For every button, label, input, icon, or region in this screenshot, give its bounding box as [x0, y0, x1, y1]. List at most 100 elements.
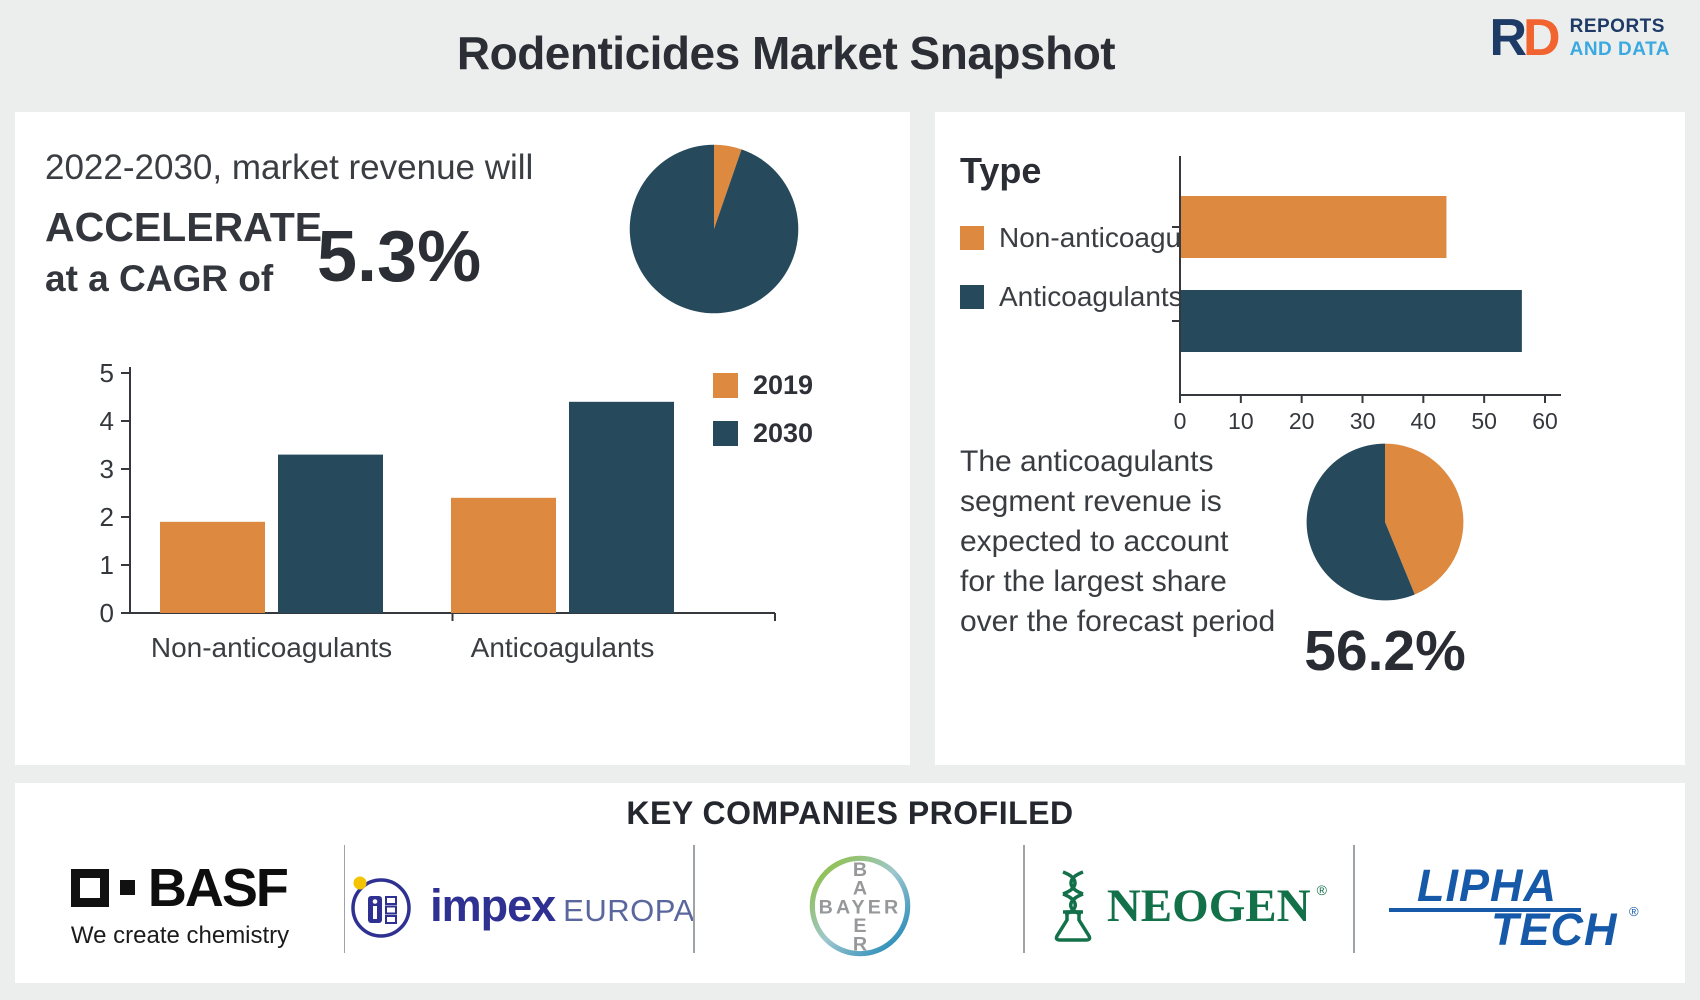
legend-item-anticoagulants: Anticoagulants: [960, 281, 1240, 313]
bayer-vertical-letter: E: [853, 915, 866, 937]
bayer-vertical-letter: R: [853, 934, 867, 956]
pie-slice-remainder: [629, 144, 799, 314]
rd-logo-mark: R D: [1489, 12, 1560, 64]
impex-region-text: EUROPA: [563, 893, 695, 928]
legend-swatch-2030: [713, 421, 738, 446]
bar-chart-legend: 2019 2030: [713, 370, 813, 449]
legend-swatch-anticoagulants: [960, 285, 984, 309]
key-companies-heading: KEY COMPANIES PROFILED: [626, 795, 1074, 831]
bar-2019-non-anticoagulants: [160, 521, 265, 613]
liphatech-registered-mark: ®: [1628, 904, 1639, 919]
impex-ring: [351, 878, 411, 938]
share-pie-chart: [1306, 443, 1464, 601]
x-tick-label: 30: [1350, 408, 1376, 434]
y-tick-label: 1: [100, 550, 114, 580]
neogen-wordmark: NEOGEN: [1106, 880, 1311, 932]
impex-circle-icon: [351, 876, 411, 938]
impex-box-2: [385, 905, 398, 915]
basf-logo: BASF We create chemistry: [15, 841, 346, 971]
x-tick-label: 10: [1228, 408, 1254, 434]
impex-text: impex EUROPA: [430, 880, 695, 932]
logo-wordmark: REPORTS AND DATA: [1570, 15, 1670, 61]
x-tick-label: 60: [1532, 408, 1558, 434]
bayer-logo: BAYER B A E R: [695, 841, 1025, 971]
share-value: 56.2%: [1304, 619, 1466, 683]
category-label: Anticoagulants: [471, 632, 655, 663]
liphatech-logo: LIPHA TECH ®: [1355, 841, 1685, 971]
legend-label-2030: 2030: [753, 418, 814, 448]
neogen-logo: NEOGEN ®: [1025, 841, 1355, 971]
bar-2030-anticoagulants: [569, 401, 674, 613]
impex-box-1: [385, 896, 398, 905]
y-tick-label: 3: [100, 454, 114, 484]
basf-logo-block: BASF We create chemistry: [70, 857, 290, 950]
cagr-value: 5.3%: [317, 217, 482, 297]
x-tick-label: 0: [1174, 408, 1187, 434]
cagr-panel: 2022-2030, market revenue will ACCELERAT…: [15, 112, 910, 765]
category-label: Non-anticoagulants: [151, 632, 392, 663]
logo-letter-r: R: [1489, 9, 1528, 67]
revenue-statement-line1: 2022-2030, market revenue will: [45, 148, 534, 187]
key-companies-panel: KEY COMPANIES PROFILED BASF We create ch…: [15, 783, 1685, 983]
neogen-dna-strand-1: [1062, 870, 1077, 896]
impex-logo-block: impex EUROPA: [345, 870, 695, 942]
logo-text-and-data: AND DATA: [1569, 39, 1670, 60]
neogen-logo-block: NEOGEN ®: [1053, 868, 1327, 944]
logo-letter-d: D: [1523, 9, 1561, 67]
bayer-vertical-letter: A: [853, 878, 867, 900]
x-tick-label: 20: [1289, 408, 1315, 434]
accelerate-text: ACCELERATE: [45, 204, 323, 250]
y-tick-label: 4: [100, 406, 114, 436]
neogen-dna-strand-2: [1069, 870, 1084, 896]
impex-i-stem: [373, 906, 378, 919]
cagr-label: at a CAGR of: [45, 258, 274, 299]
company-logos-row: BASF We create chemistry impex: [15, 841, 1685, 971]
legend-swatch-non-anticoagulants: [960, 226, 984, 250]
legend-label-2019: 2019: [753, 370, 814, 400]
impex-yellow-dot: [353, 876, 367, 890]
y-tick-label: 2: [100, 502, 114, 532]
hbar-non-anticoagulants: [1180, 196, 1447, 258]
pie-slice-anticoagulants: [1306, 443, 1415, 601]
legend-swatch-2019: [713, 373, 738, 398]
type-heading: Type: [960, 150, 1042, 191]
pie-slice-non-anticoagulants: [1385, 443, 1464, 595]
type-share-bar-chart: 0 10 20 30 40 50 60: [1172, 156, 1561, 434]
hbar-anticoagulants: [1180, 290, 1522, 352]
impex-europa-logo: impex EUROPA: [345, 841, 695, 971]
bar-2019-anticoagulants: [451, 497, 556, 613]
basf-small-square-icon: [119, 880, 135, 895]
x-tick-label: 40: [1411, 408, 1437, 434]
impex-i-dot: [372, 899, 378, 904]
type-panel: Type Non-anticoagulants Anticoagulants 0…: [935, 112, 1685, 765]
lipha-wordmark: LIPHA: [1416, 860, 1557, 911]
basf-logo-row: BASF: [70, 857, 289, 918]
bayer-ring: [809, 855, 911, 957]
y-tick-label: 5: [100, 358, 114, 388]
legend-item-2030: 2030: [713, 418, 813, 449]
impex-box-3: [385, 915, 398, 924]
neogen-registered-mark: ®: [1316, 882, 1327, 898]
neogen-flask-outline: [1054, 910, 1092, 942]
lipha-underline: [1388, 908, 1581, 912]
legend-item-2019: 2019: [713, 370, 813, 401]
impex-wordmark: impex: [430, 880, 556, 931]
tech-wordmark: TECH: [1490, 904, 1618, 955]
bar-2030-non-anticoagulants: [278, 454, 383, 613]
x-tick-label: 50: [1471, 408, 1497, 434]
y-tick-label: 0: [100, 598, 114, 628]
pie-slice-cagr-5-3-: [714, 144, 742, 229]
basf-squares-icon: [70, 868, 109, 907]
basf-tagline: We create chemistry: [70, 921, 290, 949]
cagr-pie-chart: [629, 144, 799, 314]
basf-wordmark: BASF: [147, 857, 289, 918]
legend-label-anticoagulants: Anticoagulants: [999, 281, 1183, 312]
bayer-vertical-letter: B: [853, 859, 867, 881]
liphatech-logo-block: LIPHA TECH ®: [1388, 858, 1651, 955]
page-title: Rodenticides Market Snapshot: [456, 27, 1116, 79]
anticoagulants-note: The anticoagulants segment revenue is ex…: [960, 445, 1276, 638]
segment-revenue-bar-chart: 0 1 2 3 4 5 Non-anticoagulants Anticoagulants: [100, 358, 776, 663]
neogen-flask-icon: [1054, 870, 1092, 942]
reports-and-data-logo: R D REPORTS AND DATA: [1489, 12, 1670, 64]
